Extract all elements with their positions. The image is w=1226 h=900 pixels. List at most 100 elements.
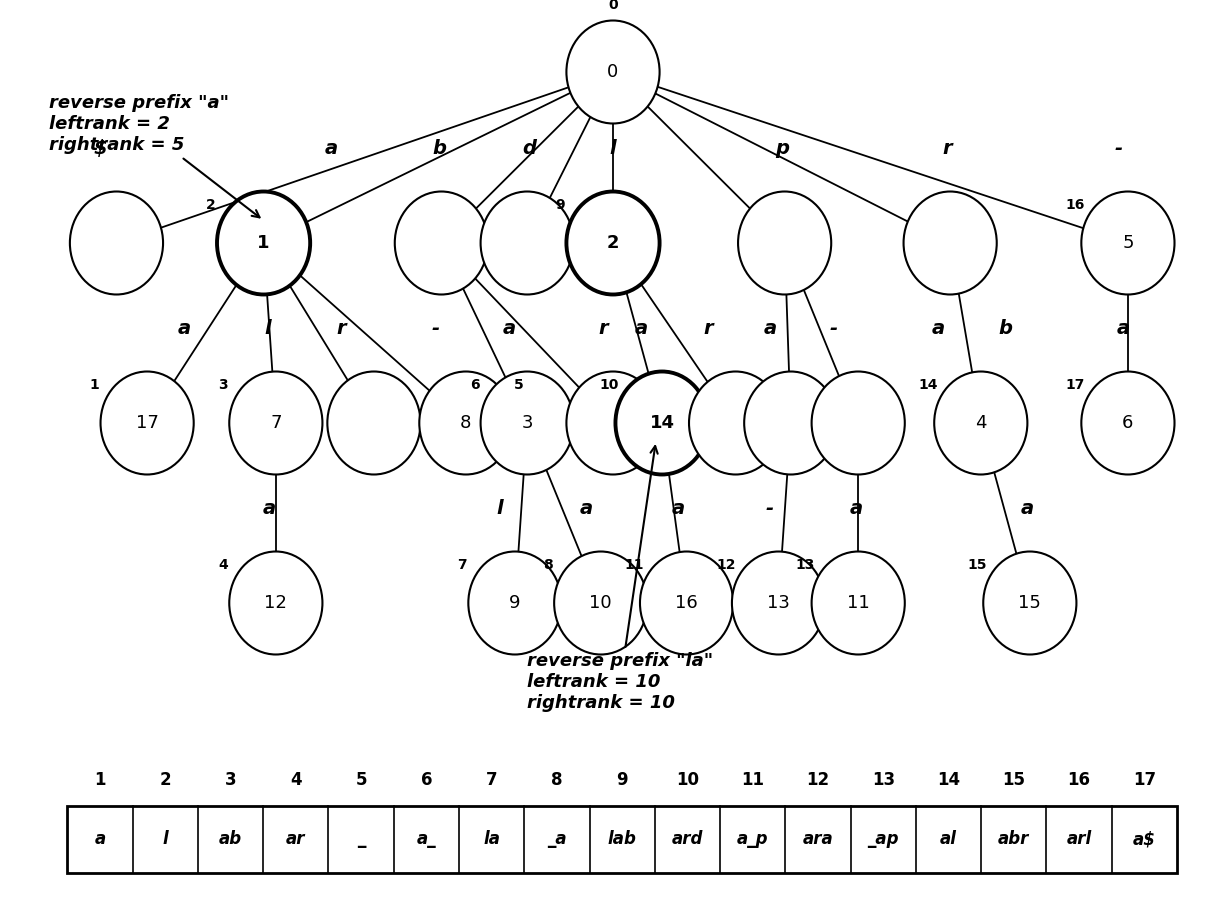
Text: 6: 6 [470, 378, 479, 392]
Ellipse shape [640, 552, 733, 654]
Text: -: - [766, 499, 774, 518]
Text: _ap: _ap [868, 830, 899, 848]
Text: 5: 5 [356, 771, 367, 789]
Text: a: a [580, 499, 592, 518]
Ellipse shape [481, 372, 574, 474]
Text: 11: 11 [847, 594, 869, 612]
Text: a: a [850, 499, 862, 518]
Text: 1: 1 [89, 378, 99, 392]
Ellipse shape [566, 21, 660, 123]
Text: 17: 17 [136, 414, 158, 432]
Text: b: b [998, 319, 1013, 338]
Text: l: l [163, 830, 168, 848]
Text: 2: 2 [159, 771, 172, 789]
Text: a_: a_ [417, 830, 436, 848]
Ellipse shape [395, 192, 488, 294]
Text: l: l [264, 319, 271, 338]
Ellipse shape [229, 372, 322, 474]
Text: 3: 3 [521, 414, 533, 432]
Text: r: r [336, 319, 346, 338]
Text: _a: _a [547, 830, 566, 848]
Text: 16: 16 [676, 594, 698, 612]
Text: d: d [522, 139, 537, 158]
Text: 8: 8 [543, 558, 553, 572]
Text: 3: 3 [218, 378, 228, 392]
Text: a_p: a_p [737, 830, 769, 848]
Ellipse shape [566, 372, 660, 474]
Text: a$: a$ [1133, 830, 1156, 848]
Ellipse shape [904, 192, 997, 294]
Text: 10: 10 [590, 594, 612, 612]
Text: 14: 14 [937, 771, 960, 789]
Text: a: a [264, 499, 276, 518]
Text: 14: 14 [650, 414, 674, 432]
Ellipse shape [554, 552, 647, 654]
Text: r: r [943, 139, 953, 158]
Text: -: - [1114, 139, 1122, 158]
Text: 7: 7 [270, 414, 282, 432]
Text: 5: 5 [1122, 234, 1134, 252]
Text: 12: 12 [807, 771, 830, 789]
Text: 6: 6 [421, 771, 432, 789]
Text: ab: ab [219, 830, 243, 848]
Ellipse shape [566, 192, 660, 294]
Text: a: a [325, 139, 337, 158]
Text: 1: 1 [94, 771, 105, 789]
Ellipse shape [419, 372, 512, 474]
Text: 8: 8 [460, 414, 472, 432]
Ellipse shape [1081, 192, 1175, 294]
Text: -: - [432, 319, 439, 338]
Text: 11: 11 [624, 558, 644, 572]
Text: a: a [178, 319, 190, 338]
Ellipse shape [983, 552, 1076, 654]
Text: 4: 4 [975, 414, 987, 432]
Text: _: _ [357, 830, 365, 848]
Text: 9: 9 [617, 771, 628, 789]
Ellipse shape [689, 372, 782, 474]
Text: 2: 2 [206, 198, 216, 212]
Text: l: l [497, 499, 504, 518]
Ellipse shape [101, 372, 194, 474]
Text: 13: 13 [796, 558, 815, 572]
Text: $: $ [93, 139, 108, 158]
Text: 9: 9 [509, 594, 521, 612]
Ellipse shape [615, 372, 709, 474]
Text: a: a [503, 319, 515, 338]
Ellipse shape [481, 192, 574, 294]
Text: 2: 2 [607, 234, 619, 252]
Text: a: a [635, 319, 647, 338]
Ellipse shape [327, 372, 421, 474]
Ellipse shape [812, 552, 905, 654]
Text: l: l [609, 139, 617, 158]
Text: b: b [432, 139, 446, 158]
Text: r: r [704, 319, 714, 338]
Text: 13: 13 [872, 771, 895, 789]
Ellipse shape [70, 192, 163, 294]
Text: a: a [764, 319, 776, 338]
Text: lab: lab [608, 830, 636, 848]
Text: a: a [94, 830, 105, 848]
Text: p: p [775, 139, 790, 158]
Text: 15: 15 [967, 558, 987, 572]
Text: r: r [598, 319, 608, 338]
Text: la: la [483, 830, 500, 848]
Text: 12: 12 [716, 558, 736, 572]
Ellipse shape [934, 372, 1027, 474]
Text: 14: 14 [918, 378, 938, 392]
Bar [67, 806, 1177, 873]
Text: 8: 8 [552, 771, 563, 789]
Text: 11: 11 [742, 771, 764, 789]
Text: a: a [1021, 499, 1034, 518]
Text: 16: 16 [1065, 198, 1085, 212]
Text: 4: 4 [291, 771, 302, 789]
Text: ar: ar [286, 830, 305, 848]
Text: 13: 13 [767, 594, 790, 612]
Text: 1: 1 [257, 234, 270, 252]
Text: 0: 0 [608, 0, 618, 12]
Text: 17: 17 [1133, 771, 1156, 789]
Ellipse shape [468, 552, 562, 654]
Text: 15: 15 [1003, 771, 1025, 789]
Text: 10: 10 [600, 378, 619, 392]
Text: 10: 10 [676, 771, 699, 789]
Text: a: a [932, 319, 944, 338]
